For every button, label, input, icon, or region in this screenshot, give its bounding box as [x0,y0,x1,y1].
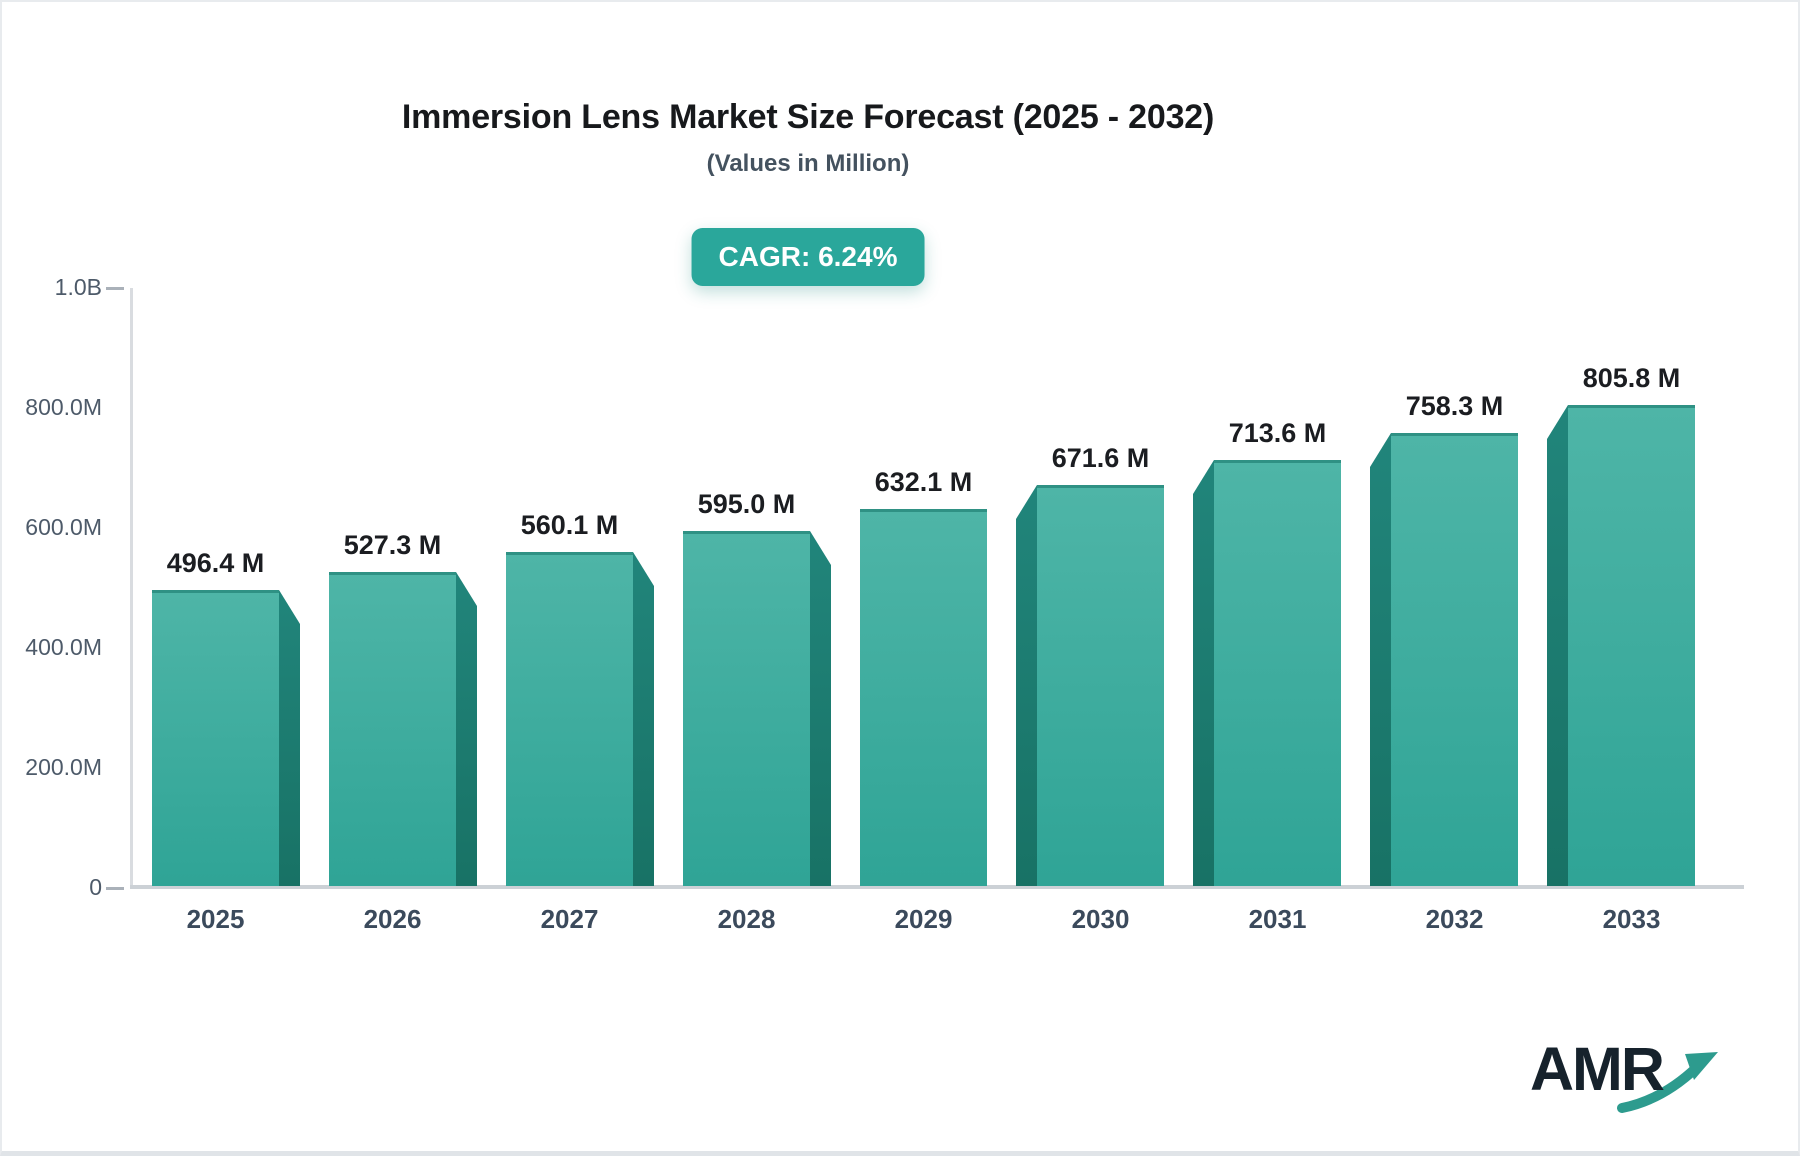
chart-subtitle: (Values in Million) [706,150,910,177]
bar-side [1370,433,1391,886]
y-tick-label: 200.0M [25,754,102,780]
bar-value-label: 560.1 M [520,510,619,540]
bar-value-label: 758.3 M [1405,391,1504,421]
bar-value-label: 496.4 M [166,548,265,578]
bar-value-label: 632.1 M [874,467,973,497]
x-tick-label: 2026 [363,904,422,934]
bar-value-label: 671.6 M [1051,443,1150,473]
x-tick-label: 2032 [1425,904,1484,934]
x-tick-label: 2030 [1071,904,1130,934]
y-tick-label: 0 [89,874,102,900]
y-tick-label: 400.0M [25,634,102,660]
bar [1037,485,1164,886]
x-tick-label: 2033 [1602,904,1661,934]
amr-logo-text: AMR [1530,1035,1665,1103]
cagr-badge: CAGR: 6.24% [691,228,925,286]
bar-side [1193,460,1214,886]
bar [329,572,456,886]
x-axis-line [130,885,1744,889]
bar [1568,405,1695,886]
growth-arrow-icon [1617,1052,1718,1113]
x-tick-label: 2028 [717,904,776,934]
bar-side [456,572,477,886]
cagr-badge-label: CAGR: 6.24% [718,241,898,272]
bar-value-label: 805.8 M [1582,363,1681,393]
bar-value-label: 527.3 M [343,530,442,560]
y-tick-dash [106,287,124,290]
bar-value-label: 713.6 M [1228,418,1327,448]
bar-side [1547,405,1568,886]
bar [1391,433,1518,886]
y-tick-label: 1.0B [54,274,102,300]
bar-side [1016,485,1037,886]
y-tick-label: 600.0M [25,514,102,540]
bar [860,509,987,886]
bar-side [279,590,300,886]
bar [1214,460,1341,886]
y-axis-line [130,288,133,888]
chart-title: Immersion Lens Market Size Forecast (202… [401,98,1215,136]
amr-logo: AMR [1530,1030,1730,1120]
bar-side [810,531,831,886]
y-tick-dash [106,887,124,890]
x-tick-label: 2027 [540,904,599,934]
x-tick-label: 2025 [186,904,245,934]
bar [683,531,810,886]
bar [506,552,633,886]
y-tick-label: 800.0M [25,394,102,420]
x-tick-label: 2029 [894,904,953,934]
bar [152,590,279,886]
bar-value-label: 595.0 M [697,489,796,519]
bar-side [633,552,654,886]
x-tick-label: 2031 [1248,904,1307,934]
